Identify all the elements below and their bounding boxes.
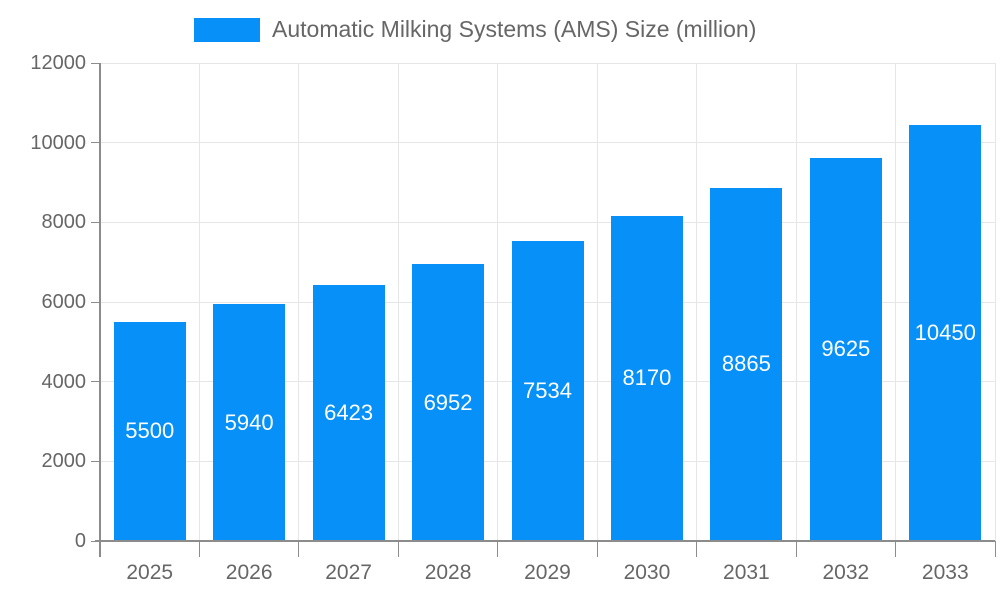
x-tick-mark <box>795 541 797 557</box>
x-category-label: 2025 <box>126 561 174 584</box>
y-tick-mark <box>91 142 100 144</box>
bar-value-label: 5500 <box>125 418 175 444</box>
x-category-label: 2028 <box>424 561 472 584</box>
bar-value-label: 5940 <box>224 409 274 435</box>
bar: 9625 <box>809 157 882 541</box>
x-category-label: 2033 <box>921 561 969 584</box>
x-category-label: 2027 <box>325 561 372 584</box>
y-tick-label: 0 <box>74 530 86 552</box>
x-tick-mark <box>497 541 499 557</box>
bar-value-label: 6952 <box>423 389 473 415</box>
bar-value-label: 6423 <box>324 400 374 426</box>
x-tick-mark <box>596 541 598 557</box>
x-category-label: 2026 <box>225 561 273 584</box>
x-tick-mark <box>298 541 300 557</box>
v-gridline <box>696 63 698 541</box>
bar: 7534 <box>511 240 584 541</box>
bar-value-label: 8170 <box>622 365 672 391</box>
v-gridline <box>198 63 200 541</box>
h-gridline <box>100 62 995 64</box>
bar-value-label: 9625 <box>821 336 871 362</box>
v-gridline <box>994 63 996 541</box>
v-gridline <box>397 63 399 541</box>
h-gridline <box>100 221 995 223</box>
v-gridline <box>298 63 300 541</box>
h-gridline <box>100 142 995 144</box>
v-gridline <box>795 63 797 541</box>
bar-value-label: 10450 <box>914 319 976 345</box>
legend-swatch <box>194 17 260 42</box>
x-category-label: 2031 <box>723 561 770 584</box>
bar: 8865 <box>710 187 783 541</box>
y-tick-label: 6000 <box>41 291 87 313</box>
x-tick-mark <box>994 541 996 557</box>
y-tick-label: 12000 <box>30 52 86 74</box>
y-tick-label: 2000 <box>41 450 87 473</box>
v-gridline <box>497 63 499 541</box>
x-category-label: 2032 <box>822 561 870 584</box>
x-category-label: 2030 <box>623 561 671 584</box>
bar: 10450 <box>909 124 982 541</box>
x-tick-mark <box>895 541 897 557</box>
bar: 5500 <box>113 321 186 541</box>
x-category-label: 2029 <box>524 561 571 584</box>
y-axis-line <box>99 63 101 557</box>
x-tick-mark <box>198 541 200 557</box>
y-tick-mark <box>91 381 100 383</box>
bar: 5940 <box>213 304 286 541</box>
plot-area: 5500 5940 6423 6952 7534 8170 8865 9625 10450 <box>100 62 996 541</box>
y-tick-mark <box>91 301 100 303</box>
v-gridline <box>895 63 897 541</box>
x-axis-line <box>95 540 995 542</box>
y-tick-mark <box>91 221 100 223</box>
y-tick-label: 8000 <box>41 211 87 234</box>
y-tick-label: 10000 <box>30 131 86 154</box>
legend: Automatic Milking Systems (AMS) Size (mi… <box>194 16 756 43</box>
bar: 8170 <box>610 215 683 541</box>
y-tick-mark <box>91 460 100 462</box>
y-tick-label: 4000 <box>41 370 87 393</box>
y-tick-mark <box>91 62 100 64</box>
bar-value-label: 8865 <box>721 351 771 377</box>
x-tick-mark <box>696 541 698 557</box>
v-gridline <box>596 63 598 541</box>
bar: 6423 <box>312 285 385 541</box>
bar: 6952 <box>412 264 485 541</box>
legend-label: Automatic Milking Systems (AMS) Size (mi… <box>272 16 757 42</box>
bar-value-label: 7534 <box>523 377 572 403</box>
x-tick-mark <box>397 541 399 557</box>
